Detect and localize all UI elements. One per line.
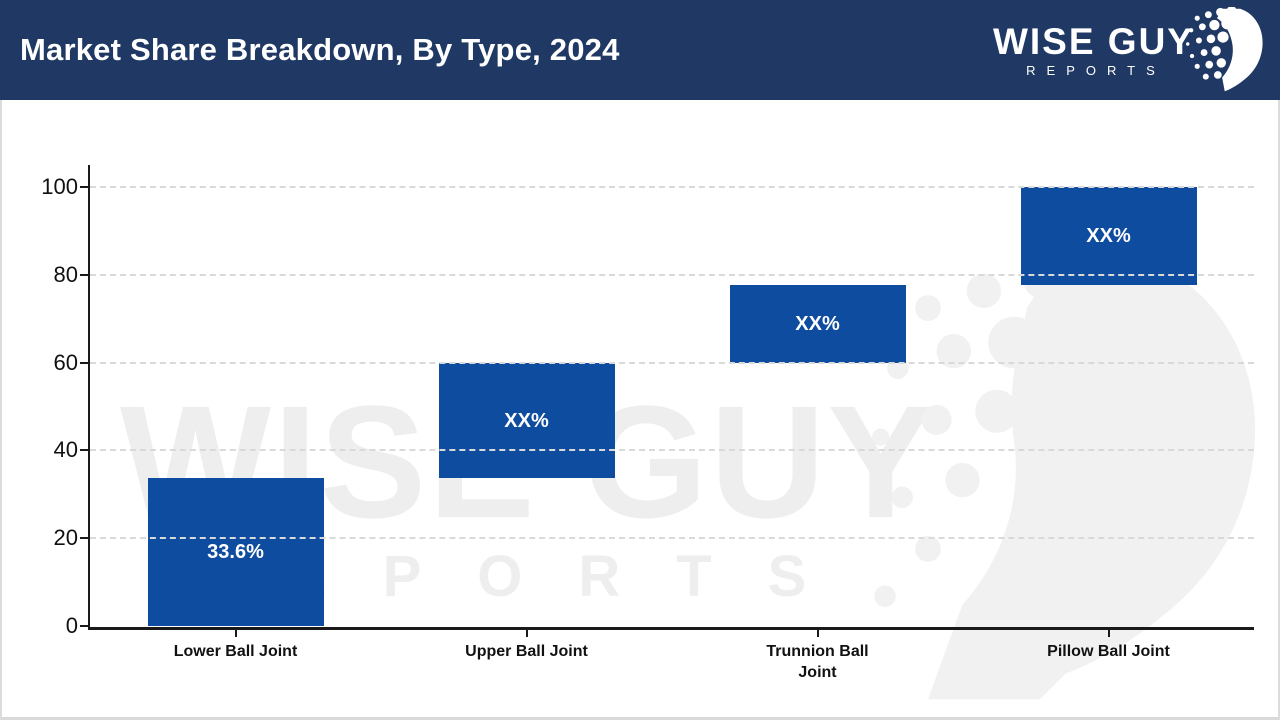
y-tick-label: 20 [53, 525, 78, 551]
plot: 0 20 40 60 80 100 33.6% Lower Ball Joint XX% Uppe… [2, 100, 1278, 717]
y-tick-mark [80, 361, 89, 364]
gridline-100 [90, 186, 1254, 188]
y-tick-mark [80, 537, 89, 540]
x-axis-label-line: Upper Ball Joint [465, 643, 588, 660]
x-tick-mark [234, 630, 237, 637]
y-tick-mark [80, 625, 89, 627]
bar-1 [147, 478, 324, 626]
y-tick-label: 80 [53, 261, 78, 287]
x-tick-mark [1107, 630, 1110, 637]
y-tick-mark [80, 273, 89, 276]
y-tick-mark [80, 186, 89, 188]
brand-logo-text: WISE GUY REPORTS [993, 23, 1194, 77]
bar-value-label: 33.6% [207, 541, 264, 564]
x-axis-label: Trunnion Ball Joint [728, 642, 908, 684]
bar-4 [1020, 187, 1197, 286]
bar-value-label: XX% [1086, 225, 1131, 248]
y-tick-label: 100 [41, 174, 78, 199]
y-tick-label: 0 [65, 613, 78, 638]
x-axis-label-line: Lower Ball Joint [173, 643, 298, 660]
chart-area: WISE GUY REPORTS 0 20 40 60 80 100 33.6% Lower … [0, 100, 1280, 720]
x-axis-label: Pillow Ball Joint [1019, 642, 1199, 663]
brand-logo: WISE GUY REPORTS [993, 7, 1266, 93]
bar-3 [729, 285, 906, 363]
brand-face-icon [1186, 7, 1263, 92]
bar-value-label: XX% [795, 312, 840, 335]
bar-2 [438, 362, 615, 479]
gridline-60 [90, 361, 1254, 364]
brand-name: WISE GUY [992, 21, 1194, 62]
x-axis-label: Lower Ball Joint [146, 642, 326, 663]
x-axis-label: Upper Ball Joint [437, 642, 617, 663]
y-tick-label: 40 [53, 437, 78, 463]
bar-value-label: XX% [504, 409, 549, 432]
x-axis-label-line: Pillow Ball Joint [1047, 643, 1170, 660]
gridline-40 [90, 449, 1254, 452]
x-tick-mark [525, 630, 528, 637]
x-tick-mark [816, 630, 819, 637]
x-axis-label-line: Joint [798, 663, 837, 681]
x-axis [88, 627, 1254, 630]
gridline-80 [90, 273, 1254, 276]
header: Market Share Breakdown, By Type, 2024 WI… [0, 0, 1280, 100]
x-axis-label-line: Trunnion Ball [766, 643, 869, 660]
brand-subtitle: REPORTS [1026, 63, 1166, 78]
page-title: Market Share Breakdown, By Type, 2024 [20, 32, 620, 67]
gridline-20 [90, 537, 1254, 540]
y-tick-label: 60 [53, 349, 78, 375]
y-tick-mark [80, 449, 89, 452]
y-axis [88, 165, 90, 630]
